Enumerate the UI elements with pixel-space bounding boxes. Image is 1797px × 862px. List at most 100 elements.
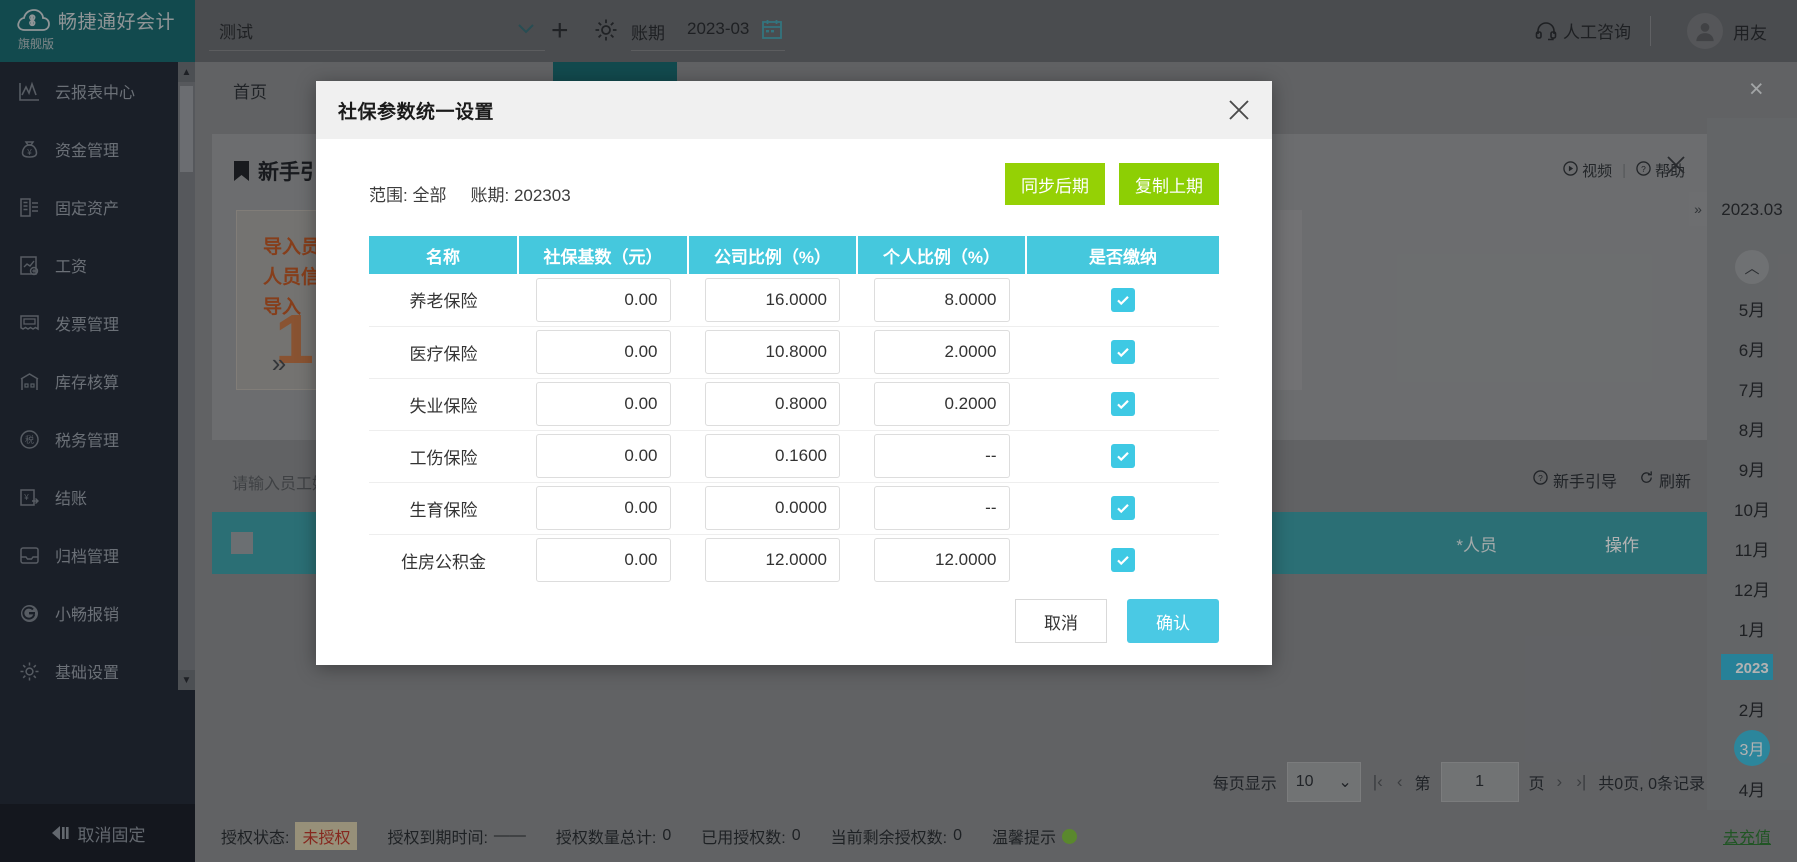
- column-header-company-rate: 公司比例（%）: [688, 236, 858, 274]
- close-guide-icon[interactable]: [1665, 154, 1687, 181]
- first-page-button[interactable]: |‹: [1372, 772, 1383, 791]
- base-input[interactable]: [535, 486, 671, 530]
- confirm-button[interactable]: 确认: [1127, 599, 1219, 643]
- close-tab-icon[interactable]: ×: [1749, 75, 1764, 103]
- sidebar-item-tax[interactable]: 税 税务管理: [0, 410, 178, 468]
- add-button[interactable]: +: [551, 14, 569, 47]
- personal-rate-input[interactable]: [873, 382, 1010, 426]
- next-page-button[interactable]: ›: [1556, 772, 1563, 791]
- rail-month-item[interactable]: 8月: [1707, 408, 1797, 448]
- paid-checkbox[interactable]: [1110, 340, 1135, 364]
- last-page-button[interactable]: ›|: [1576, 772, 1587, 791]
- rail-expand-icon[interactable]: »: [1689, 192, 1707, 226]
- guide-next-icon[interactable]: »: [271, 347, 287, 378]
- paid-checkbox[interactable]: [1110, 496, 1135, 520]
- sidebar-item-reimbursement[interactable]: 小畅报销: [0, 584, 178, 642]
- sidebar-item-cloud-report[interactable]: 云报表中心: [0, 62, 178, 120]
- cancel-button[interactable]: 取消: [1015, 599, 1107, 643]
- sidebar-item-settlement[interactable]: ¥ 结账: [0, 468, 178, 526]
- refresh-button[interactable]: 刷新: [1639, 468, 1691, 492]
- sidebar-item-fund-management[interactable]: ¥ 资金管理: [0, 120, 178, 178]
- rail-month-label: 6月: [1738, 340, 1766, 360]
- tip-item[interactable]: 温馨提示: [992, 824, 1078, 848]
- sidebar-item-basic-settings[interactable]: 基础设置: [0, 642, 178, 690]
- scroll-up-arrow-icon[interactable]: ▲: [178, 62, 195, 82]
- paid-checkbox[interactable]: [1110, 444, 1135, 468]
- company-rate-input[interactable]: [705, 277, 840, 322]
- scope-label: 范围:: [369, 186, 408, 205]
- paid-checkbox[interactable]: [1110, 392, 1135, 416]
- bookmark-icon: [232, 160, 251, 182]
- avatar: [1687, 13, 1723, 49]
- base-input[interactable]: [535, 277, 671, 322]
- auth-status: 授权状态: 未授权: [221, 822, 358, 850]
- sidebar-item-payroll[interactable]: 工资: [0, 236, 178, 294]
- scrollbar-thumb[interactable]: [180, 86, 193, 172]
- personal-rate-input[interactable]: [873, 486, 1010, 530]
- page-unit: 页: [1528, 776, 1545, 793]
- paid-checkbox[interactable]: [1110, 548, 1135, 573]
- base-input[interactable]: [535, 382, 671, 426]
- personal-rate-input[interactable]: [873, 434, 1010, 478]
- sidebar-item-label: 资金管理: [55, 143, 120, 160]
- company-rate-input[interactable]: [705, 486, 840, 530]
- video-label: 视频: [1582, 163, 1613, 180]
- company-rate-input[interactable]: [705, 382, 840, 426]
- collapse-arrow-icon: [50, 825, 72, 841]
- unpin-sidebar-button[interactable]: 取消固定: [0, 804, 195, 862]
- personal-rate-input[interactable]: [873, 330, 1010, 374]
- settings-gear-icon[interactable]: [593, 17, 619, 43]
- close-icon[interactable]: [1226, 97, 1252, 123]
- auth-status-label: 授权状态:: [221, 830, 290, 847]
- sidebar-item-invoice[interactable]: 发票管理: [0, 294, 178, 352]
- video-link[interactable]: 视频: [1563, 160, 1612, 181]
- base-input[interactable]: [535, 538, 671, 583]
- rail-month-item[interactable]: 6月: [1707, 328, 1797, 368]
- company-rate-input[interactable]: [705, 330, 840, 374]
- account-selector[interactable]: 测试: [209, 11, 545, 51]
- sync-next-period-button[interactable]: 同步后期: [1005, 163, 1105, 205]
- sidebar-item-fixed-assets[interactable]: 固定资产: [0, 178, 178, 236]
- auth-used-label: 已用授权数:: [701, 830, 786, 847]
- rail-month-item[interactable]: 11月: [1707, 528, 1797, 568]
- personal-rate-input[interactable]: [873, 538, 1010, 583]
- prev-page-button[interactable]: ‹: [1396, 772, 1403, 791]
- personal-rate-input[interactable]: [873, 277, 1010, 322]
- scroll-down-arrow-icon[interactable]: ▼: [178, 670, 195, 690]
- support-button[interactable]: 人工咨询: [1535, 18, 1631, 43]
- invoice-icon: [18, 312, 41, 335]
- rail-month-item[interactable]: 12月: [1707, 568, 1797, 608]
- paid-checkbox[interactable]: [1110, 287, 1135, 312]
- company-rate-input[interactable]: [705, 434, 840, 478]
- rail-year-badge[interactable]: 2023: [1707, 648, 1797, 688]
- company-rate-input[interactable]: [705, 538, 840, 583]
- rail-month-item[interactable]: 5月: [1707, 288, 1797, 328]
- rail-month-item[interactable]: 7月: [1707, 368, 1797, 408]
- page-input[interactable]: 1: [1440, 762, 1519, 802]
- dialog-header: 社保参数统一设置: [316, 81, 1272, 139]
- refresh-icon: [1639, 470, 1654, 490]
- base-input[interactable]: [535, 434, 671, 478]
- sidebar-item-archive[interactable]: 归档管理: [0, 526, 178, 584]
- tab-home[interactable]: 首页: [215, 62, 285, 118]
- sidebar-scrollbar[interactable]: ▲ ▼: [178, 62, 195, 690]
- sidebar-item-inventory[interactable]: 库存核算: [0, 352, 178, 410]
- copy-prev-period-button[interactable]: 复制上期: [1119, 163, 1219, 205]
- rail-month-item[interactable]: 9月: [1707, 448, 1797, 488]
- rail-month-label: 8月: [1738, 420, 1766, 440]
- auth-remaining: 当前剩余授权数: 0: [831, 824, 962, 848]
- user-menu[interactable]: 用友: [1687, 13, 1767, 49]
- novice-guide-button[interactable]: ? 新手引导: [1533, 468, 1617, 492]
- recharge-link[interactable]: 去充值: [1722, 830, 1771, 847]
- base-input[interactable]: [535, 330, 671, 374]
- rail-month-item[interactable]: 1月: [1707, 608, 1797, 648]
- rail-month-item-current[interactable]: 3月: [1707, 728, 1797, 768]
- select-all-checkbox[interactable]: [212, 532, 272, 554]
- rail-month-item[interactable]: 4月: [1707, 768, 1797, 808]
- rail-month-item[interactable]: 10月: [1707, 488, 1797, 528]
- per-page-select[interactable]: 10 ⌄: [1286, 762, 1361, 802]
- rail-month-item[interactable]: 2月: [1707, 688, 1797, 728]
- rail-scroll-up-icon[interactable]: ︿: [1735, 250, 1769, 284]
- rail-month-label: 1月: [1738, 620, 1766, 640]
- calendar-icon[interactable]: [761, 18, 783, 40]
